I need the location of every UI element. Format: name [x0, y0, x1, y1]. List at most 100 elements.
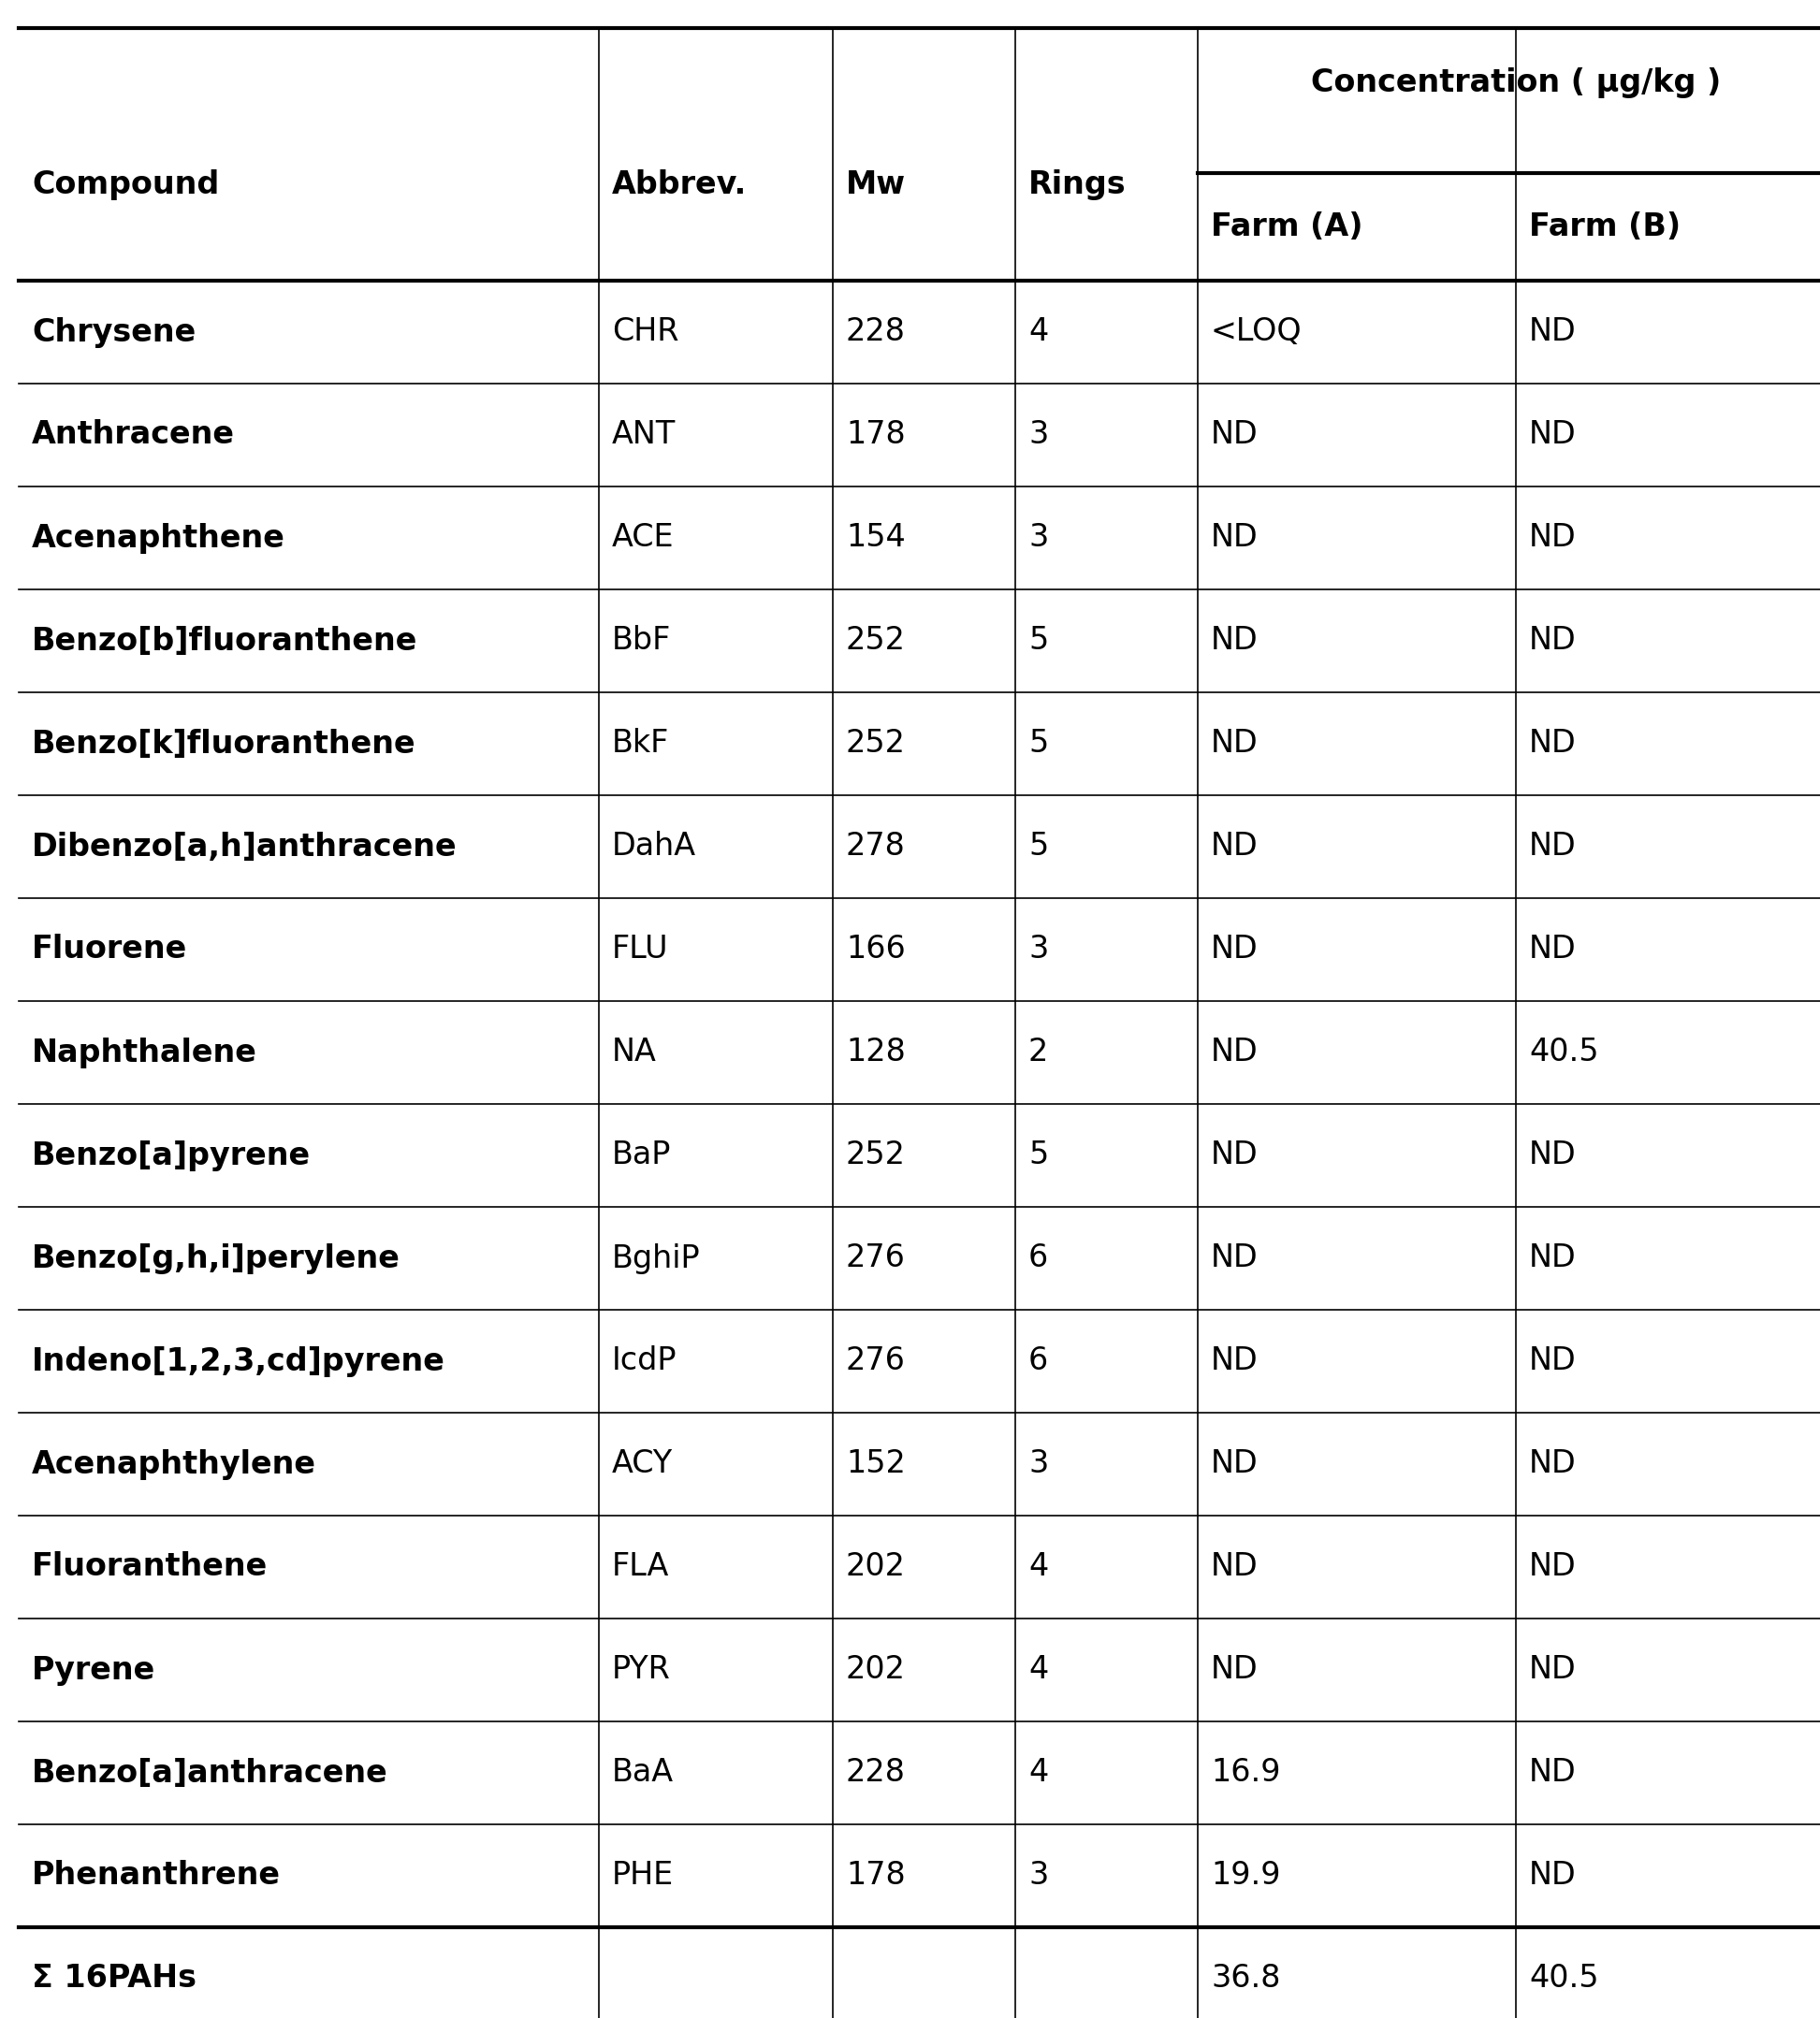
Text: ND: ND	[1210, 420, 1258, 450]
Text: 5: 5	[1028, 728, 1048, 759]
Text: CHR: CHR	[612, 317, 679, 347]
Text: 40.5: 40.5	[1529, 1037, 1598, 1068]
Text: 19.9: 19.9	[1210, 1861, 1281, 1891]
Text: BkF: BkF	[612, 728, 670, 759]
Text: ND: ND	[1529, 420, 1576, 450]
Text: 3: 3	[1028, 420, 1048, 450]
Text: 202: 202	[846, 1655, 906, 1685]
Text: Dibenzo[a,h]anthracene: Dibenzo[a,h]anthracene	[31, 831, 457, 862]
Text: 178: 178	[846, 1861, 905, 1891]
Text: 152: 152	[846, 1449, 906, 1479]
Text: BghiP: BghiP	[612, 1243, 701, 1273]
Text: ND: ND	[1210, 934, 1258, 965]
Text: 4: 4	[1028, 1655, 1048, 1685]
Text: Anthracene: Anthracene	[31, 420, 235, 450]
Text: 178: 178	[846, 420, 905, 450]
Text: ND: ND	[1210, 626, 1258, 656]
Text: ND: ND	[1529, 1655, 1576, 1685]
Text: 3: 3	[1028, 1449, 1048, 1479]
Text: Phenanthrene: Phenanthrene	[31, 1861, 280, 1891]
Text: FLU: FLU	[612, 934, 668, 965]
Text: ND: ND	[1210, 1037, 1258, 1068]
Text: 16.9: 16.9	[1210, 1758, 1281, 1788]
Text: 278: 278	[846, 831, 906, 862]
Text: <LOQ: <LOQ	[1210, 317, 1301, 347]
Text: Benzo[b]fluoranthene: Benzo[b]fluoranthene	[31, 626, 417, 656]
Text: 3: 3	[1028, 1861, 1048, 1891]
Text: Pyrene: Pyrene	[31, 1655, 155, 1685]
Text: BbF: BbF	[612, 626, 672, 656]
Text: 5: 5	[1028, 831, 1048, 862]
Text: Concentration ( μg/kg ): Concentration ( μg/kg )	[1310, 69, 1722, 99]
Text: ND: ND	[1529, 728, 1576, 759]
Text: Indeno[1,2,3,cd]pyrene: Indeno[1,2,3,cd]pyrene	[31, 1346, 446, 1376]
Text: 40.5: 40.5	[1529, 1964, 1598, 1994]
Text: Abbrev.: Abbrev.	[612, 170, 746, 200]
Text: 202: 202	[846, 1552, 906, 1582]
Text: 4: 4	[1028, 1552, 1048, 1582]
Text: ND: ND	[1529, 934, 1576, 965]
Text: ND: ND	[1529, 1140, 1576, 1170]
Text: ND: ND	[1529, 1243, 1576, 1273]
Text: Benzo[a]anthracene: Benzo[a]anthracene	[31, 1758, 388, 1788]
Text: 228: 228	[846, 1758, 906, 1788]
Text: 128: 128	[846, 1037, 906, 1068]
Text: 4: 4	[1028, 317, 1048, 347]
Text: Σ 16PAHs: Σ 16PAHs	[31, 1964, 197, 1994]
Text: Farm (A): Farm (A)	[1210, 212, 1363, 242]
Text: 154: 154	[846, 523, 906, 553]
Text: BaP: BaP	[612, 1140, 672, 1170]
Text: Benzo[a]pyrene: Benzo[a]pyrene	[31, 1140, 311, 1170]
Text: Farm (B): Farm (B)	[1529, 212, 1680, 242]
Text: Rings: Rings	[1028, 170, 1127, 200]
Text: 36.8: 36.8	[1210, 1964, 1281, 1994]
Text: ND: ND	[1529, 1861, 1576, 1891]
Text: ND: ND	[1529, 523, 1576, 553]
Text: ND: ND	[1210, 1449, 1258, 1479]
Text: ND: ND	[1210, 523, 1258, 553]
Text: 4: 4	[1028, 1758, 1048, 1788]
Text: Benzo[k]fluoranthene: Benzo[k]fluoranthene	[31, 728, 417, 759]
Text: ND: ND	[1210, 728, 1258, 759]
Text: BaA: BaA	[612, 1758, 673, 1788]
Text: 276: 276	[846, 1346, 906, 1376]
Text: 3: 3	[1028, 523, 1048, 553]
Text: ANT: ANT	[612, 420, 675, 450]
Text: ND: ND	[1529, 831, 1576, 862]
Text: Naphthalene: Naphthalene	[31, 1037, 257, 1068]
Text: DahA: DahA	[612, 831, 697, 862]
Text: ND: ND	[1210, 1140, 1258, 1170]
Text: ND: ND	[1529, 1346, 1576, 1376]
Text: Mw: Mw	[846, 170, 906, 200]
Text: Fluorene: Fluorene	[31, 934, 187, 965]
Text: 6: 6	[1028, 1243, 1048, 1273]
Text: PYR: PYR	[612, 1655, 672, 1685]
Text: 2: 2	[1028, 1037, 1048, 1068]
Text: Chrysene: Chrysene	[31, 317, 197, 347]
Text: ND: ND	[1529, 317, 1576, 347]
Text: 228: 228	[846, 317, 906, 347]
Text: ACE: ACE	[612, 523, 675, 553]
Text: Compound: Compound	[31, 170, 218, 200]
Text: FLA: FLA	[612, 1552, 670, 1582]
Text: 252: 252	[846, 626, 906, 656]
Text: ND: ND	[1210, 831, 1258, 862]
Text: IcdP: IcdP	[612, 1346, 677, 1376]
Text: ND: ND	[1210, 1655, 1258, 1685]
Text: 252: 252	[846, 1140, 906, 1170]
Text: 5: 5	[1028, 626, 1048, 656]
Text: ND: ND	[1529, 626, 1576, 656]
Text: ND: ND	[1210, 1552, 1258, 1582]
Text: ND: ND	[1529, 1758, 1576, 1788]
Text: ND: ND	[1529, 1449, 1576, 1479]
Text: ND: ND	[1529, 1552, 1576, 1582]
Text: Fluoranthene: Fluoranthene	[31, 1552, 268, 1582]
Text: PHE: PHE	[612, 1861, 673, 1891]
Text: ND: ND	[1210, 1243, 1258, 1273]
Text: 3: 3	[1028, 934, 1048, 965]
Text: NA: NA	[612, 1037, 657, 1068]
Text: ND: ND	[1210, 1346, 1258, 1376]
Text: Acenaphthene: Acenaphthene	[31, 523, 286, 553]
Text: 6: 6	[1028, 1346, 1048, 1376]
Text: Benzo[g,h,i]perylene: Benzo[g,h,i]perylene	[31, 1243, 400, 1273]
